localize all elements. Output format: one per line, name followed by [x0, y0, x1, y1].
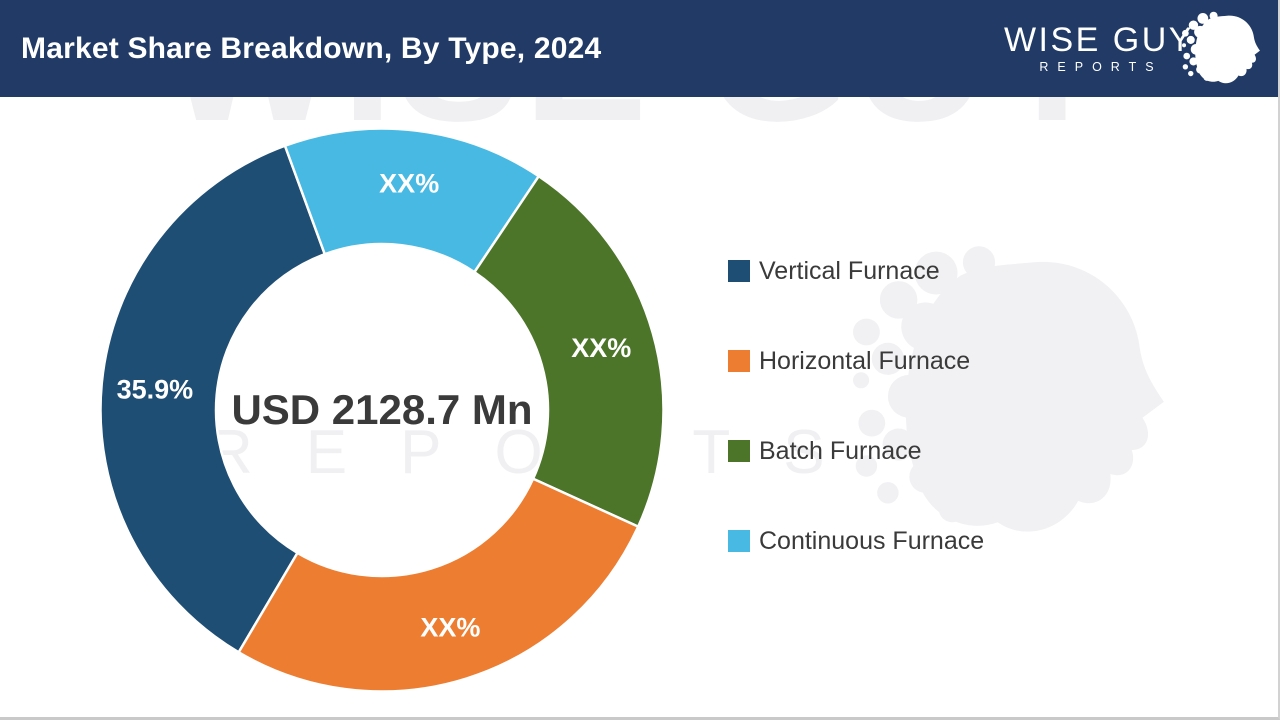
legend-label: Horizontal Furnace	[759, 346, 971, 375]
donut-slice-vertical-furnace	[99, 144, 327, 654]
donut-slice-horizontal-furnace	[237, 477, 640, 693]
legend-item-batch-furnace: Batch Furnace	[728, 429, 984, 473]
legend-item-vertical-furnace: Vertical Furnace	[728, 249, 984, 293]
header-bar: Market Share Breakdown, By Type, 2024 WI…	[0, 0, 1278, 97]
legend-swatch-batch-furnace	[728, 440, 750, 462]
slice-label-continuous-furnace: XX%	[379, 169, 439, 199]
wiseguy-face-icon	[1182, 11, 1260, 83]
donut-chart: 35.9% XX% XX% XX%	[99, 127, 665, 693]
donut-slice-batch-furnace	[473, 174, 665, 528]
slice-label-horizontal-furnace: XX%	[420, 613, 480, 643]
legend-item-horizontal-furnace: Horizontal Furnace	[728, 339, 984, 383]
legend-swatch-horizontal-furnace	[728, 350, 750, 372]
watermark-reports: REPORTS	[208, 417, 878, 488]
legend-label: Continuous Furnace	[759, 526, 985, 555]
legend-swatch-vertical-furnace	[728, 260, 750, 282]
wiseguy-logo: WISE GUY REPORTS	[1004, 10, 1278, 88]
legend-label: Batch Furnace	[759, 436, 922, 465]
logo-line1: WISE GUY	[1003, 21, 1194, 59]
legend-swatch-continuous-furnace	[728, 530, 750, 552]
legend: Vertical Furnace Horizontal Furnace Batc…	[728, 249, 984, 609]
slice-label-vertical-furnace: 35.9%	[117, 374, 194, 404]
slice-label-batch-furnace: XX%	[571, 333, 631, 363]
legend-item-continuous-furnace: Continuous Furnace	[728, 519, 984, 563]
page-title: Market Share Breakdown, By Type, 2024	[21, 31, 602, 65]
donut-center-value: USD 2128.7 Mn	[231, 386, 533, 433]
logo-line2: REPORTS	[1039, 60, 1163, 74]
legend-label: Vertical Furnace	[759, 256, 940, 285]
wiseguy-logo-wordmark: WISE GUY REPORTS	[1004, 23, 1194, 74]
